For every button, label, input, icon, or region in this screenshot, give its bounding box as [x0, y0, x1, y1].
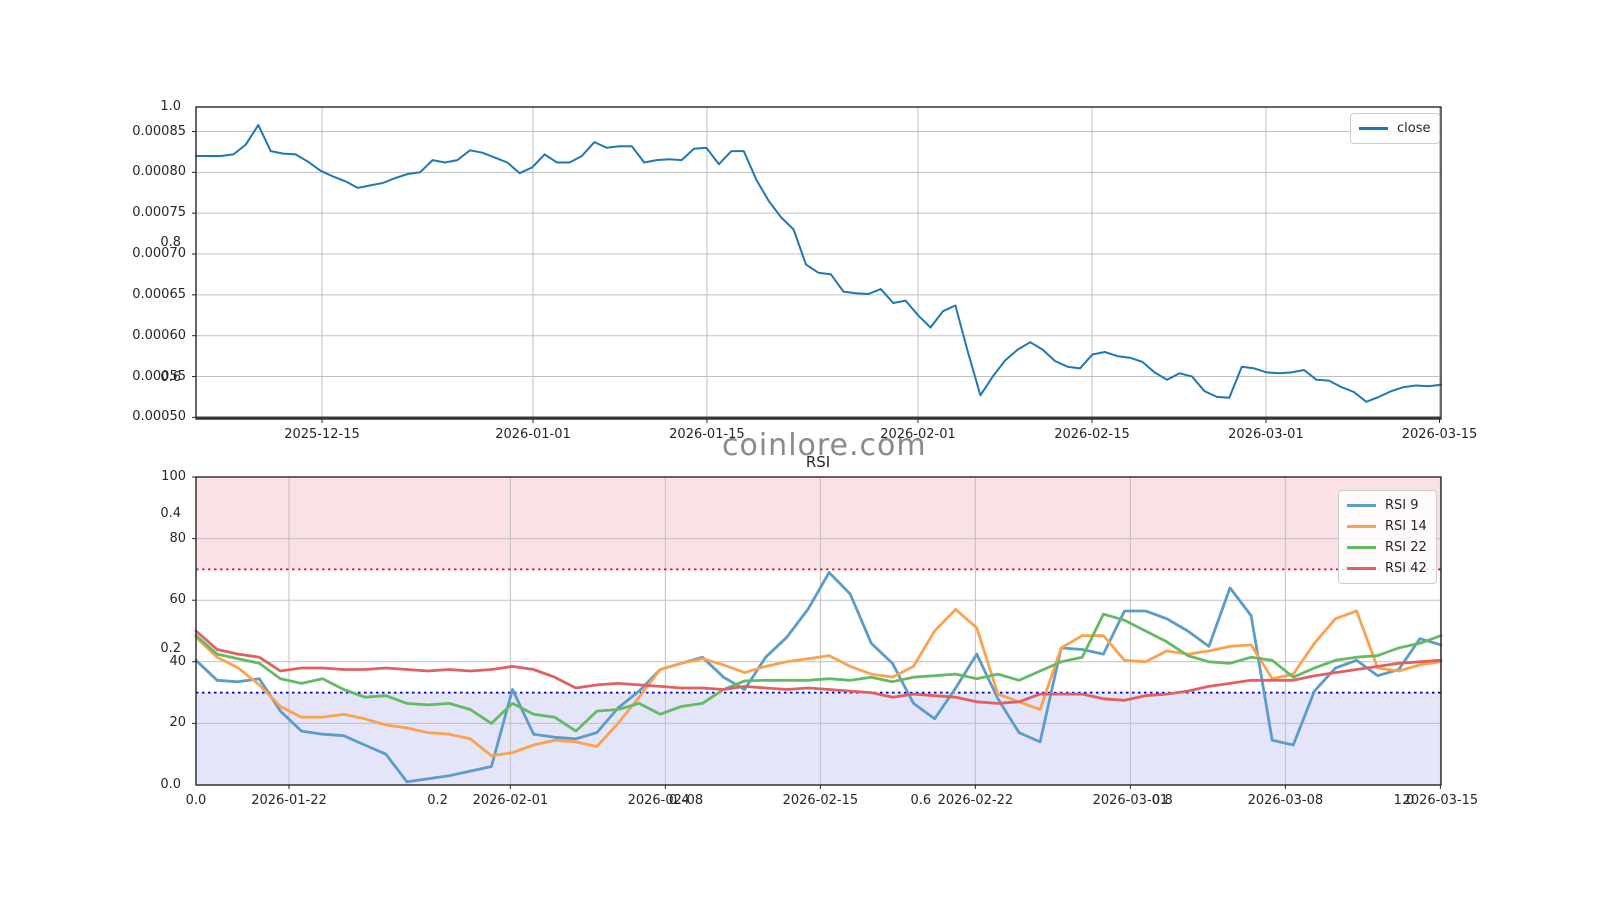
legend-label: RSI 14: [1385, 519, 1427, 534]
y-tick-label: 0.00050: [132, 409, 186, 425]
overbought-zone: [196, 477, 1441, 570]
x-tick-label: 2026-01-01: [495, 427, 571, 442]
hidden-axis-y-label: 0.2: [160, 641, 181, 657]
rsi-legend: RSI 9 RSI 14 RSI 22 RSI 42: [1338, 490, 1437, 584]
rsi-9-line: [194, 571, 1443, 784]
legend-label: RSI 22: [1385, 540, 1427, 555]
hidden-axis-x-label: 0.8: [1152, 793, 1173, 808]
legend-label: RSI 42: [1385, 561, 1427, 576]
legend-line-sample-icon: [1359, 127, 1388, 130]
x-tick-label: 2026-01-22: [251, 793, 327, 808]
legend-entry: close: [1359, 118, 1430, 139]
y-tick-label: 80: [169, 530, 186, 546]
y-tick-label: 60: [169, 592, 186, 608]
price-chart: 0.00085 0.00080 0.00075 0.00070 0.00065 0.000…: [132, 106, 1477, 442]
hidden-axis-x-label: 1.0: [1393, 793, 1415, 808]
y-tick-label: 20: [169, 715, 186, 731]
x-tick-label: 2026-02-15: [1054, 427, 1130, 442]
hidden-axis-x-label: 0.0: [185, 793, 207, 808]
x-tick-label: 2026-02-15: [782, 793, 859, 808]
y-tick-label: 100: [161, 469, 186, 484]
x-tick-label: 2026-02-01: [472, 793, 549, 808]
rsi-chart: 100 80 60 40 20 2026-01-22 2026-02-01 2026-02-0…: [161, 469, 1478, 808]
hidden-axis-y-label: 0.4: [160, 505, 181, 521]
x-tick-label: 2026-03-01: [1228, 427, 1304, 442]
y-tick-label: 0.00060: [132, 327, 186, 343]
hidden-axis-y-label: 0.6: [160, 370, 181, 386]
x-tick-label: 2026-01-15: [669, 427, 745, 442]
x-tick-label: 2026-03-15: [1401, 427, 1478, 442]
oversold-zone: [196, 692, 1441, 785]
hidden-axis-x-label: 0.2: [427, 793, 448, 808]
legend-entry: RSI 14: [1347, 516, 1427, 537]
x-tick-label: 2026-02-22: [937, 793, 1014, 808]
x-tick-label: 2026-03-15: [1402, 793, 1479, 808]
rsi-14-line: [194, 607, 1443, 758]
legend-line-sample-icon: [1347, 567, 1376, 570]
hidden-axis-x-label: 0.4: [668, 793, 690, 808]
y-tick-label: 0.00055: [132, 368, 186, 384]
hidden-axis-y-label: 0.8: [160, 234, 181, 250]
y-tick-label: 0.00070: [132, 246, 186, 262]
legend-line-sample-icon: [1347, 504, 1376, 507]
y-tick-label: 0.00080: [132, 164, 186, 180]
y-tick-label: 0.00075: [132, 205, 186, 221]
x-tick-label: 2026-02-08: [627, 793, 704, 808]
rsi-title: RSI: [805, 453, 831, 471]
y-tick-label: 40: [169, 653, 186, 669]
legend-label: close: [1397, 121, 1431, 136]
hidden-axis-y-label: 0.0: [160, 777, 181, 792]
axes-border: [195, 476, 1442, 786]
y-tick-label: 0.00065: [132, 286, 186, 302]
legend-line-sample-icon: [1347, 525, 1376, 528]
legend-line-sample-icon: [1347, 546, 1376, 549]
legend-entry: RSI 42: [1347, 558, 1427, 579]
x-tick-label: 2026-03-01: [1092, 793, 1169, 808]
close-line: [195, 124, 1442, 403]
x-tick-label: 2026-03-08: [1247, 793, 1324, 808]
hidden-axis-x-label: 0.6: [910, 793, 932, 808]
legend-entry: RSI 9: [1347, 495, 1427, 516]
rsi-42-line: [194, 629, 1443, 705]
y-tick-label: 0.00085: [132, 123, 186, 139]
price-legend: close: [1350, 113, 1441, 144]
axes-border: [195, 106, 1442, 420]
x-tick-label: 2025-12-15: [284, 427, 360, 442]
legend-entry: RSI 22: [1347, 537, 1427, 558]
rsi-22-line: [194, 612, 1443, 733]
x-tick-label: 2026-02-01: [880, 427, 956, 442]
hidden-axis-y-label: 1.0: [160, 99, 181, 114]
watermark: coinlore.com: [722, 428, 927, 463]
legend-label: RSI 9: [1385, 498, 1419, 513]
